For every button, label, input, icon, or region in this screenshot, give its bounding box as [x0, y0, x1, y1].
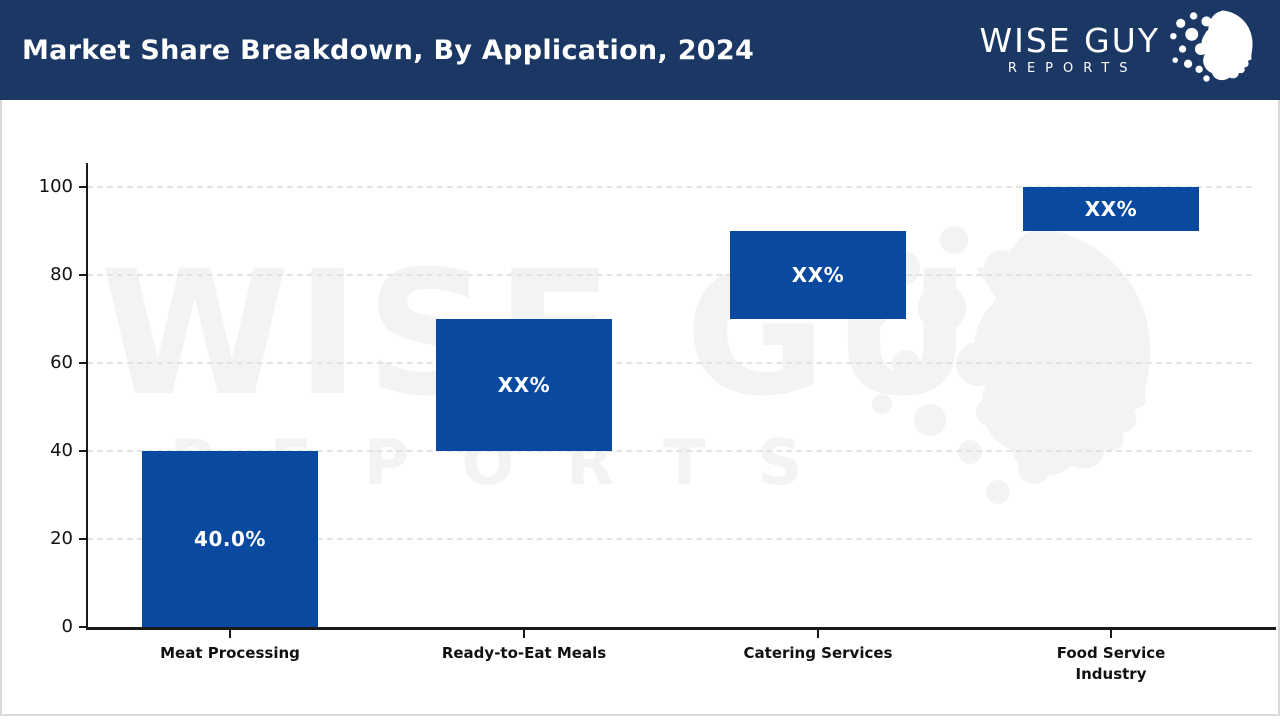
y-axis-line: [86, 163, 88, 630]
gridline: [87, 538, 1252, 540]
bar-catering-services: XX%: [730, 231, 906, 319]
bar-meat-processing: 40.0%: [142, 451, 318, 627]
x-axis-category-label: Meat Processing: [160, 644, 300, 662]
brand-logo: WISE GUY REPORTS: [979, 8, 1258, 92]
bar-value-label: XX%: [497, 373, 551, 397]
x-axis-category-label: Catering Services: [743, 644, 893, 662]
x-axis-category-label: Ready-to-Eat Meals: [441, 644, 607, 662]
bar-value-label: 40.0%: [194, 527, 266, 551]
y-axis-tick-label: 20: [50, 528, 73, 549]
header-bar: Market Share Breakdown, By Application, …: [0, 0, 1280, 100]
y-axis-tick: [79, 274, 87, 276]
y-axis-tick-label: 40: [50, 440, 73, 461]
page-title: Market Share Breakdown, By Application, …: [22, 34, 755, 66]
gridline: [87, 362, 1252, 364]
bar-value-label: XX%: [1084, 197, 1138, 221]
y-axis-tick-label: 80: [50, 264, 73, 285]
x-axis-line: [86, 627, 1276, 630]
gridline: [87, 274, 1252, 276]
bar-food-service-industry: XX%: [1023, 187, 1199, 231]
y-axis-tick-label: 0: [61, 616, 73, 637]
bar-ready-to-eat-meals: XX%: [436, 319, 612, 451]
gridline: [87, 450, 1252, 452]
y-axis-tick: [79, 362, 87, 364]
logo-brand-subtext: REPORTS: [1007, 61, 1138, 77]
x-axis-tick: [229, 630, 231, 638]
y-axis-tick-label: 100: [38, 176, 73, 197]
logo-brand-name: WISE GUY: [979, 20, 1160, 60]
y-axis-tick: [79, 626, 87, 628]
logo-wordmark: WISE GUY REPORTS: [979, 20, 1160, 77]
gridline: [87, 186, 1252, 188]
x-axis-tick: [523, 630, 525, 638]
bar-value-label: XX%: [791, 263, 845, 287]
x-axis-tick: [817, 630, 819, 638]
x-axis-tick: [1110, 630, 1112, 638]
logo-head-icon: [1170, 10, 1253, 82]
y-axis-tick-label: 60: [50, 352, 73, 373]
chart-panel: WISE GUY REPORTS 0 20 40 60 80 100 40.0% Meat P…: [0, 100, 1280, 716]
y-axis-tick: [79, 450, 87, 452]
watermark-head-icon: [862, 226, 1151, 504]
y-axis-tick: [79, 186, 87, 188]
x-axis-category-label: Food Service Industry: [1056, 644, 1166, 683]
y-axis-tick: [79, 538, 87, 540]
